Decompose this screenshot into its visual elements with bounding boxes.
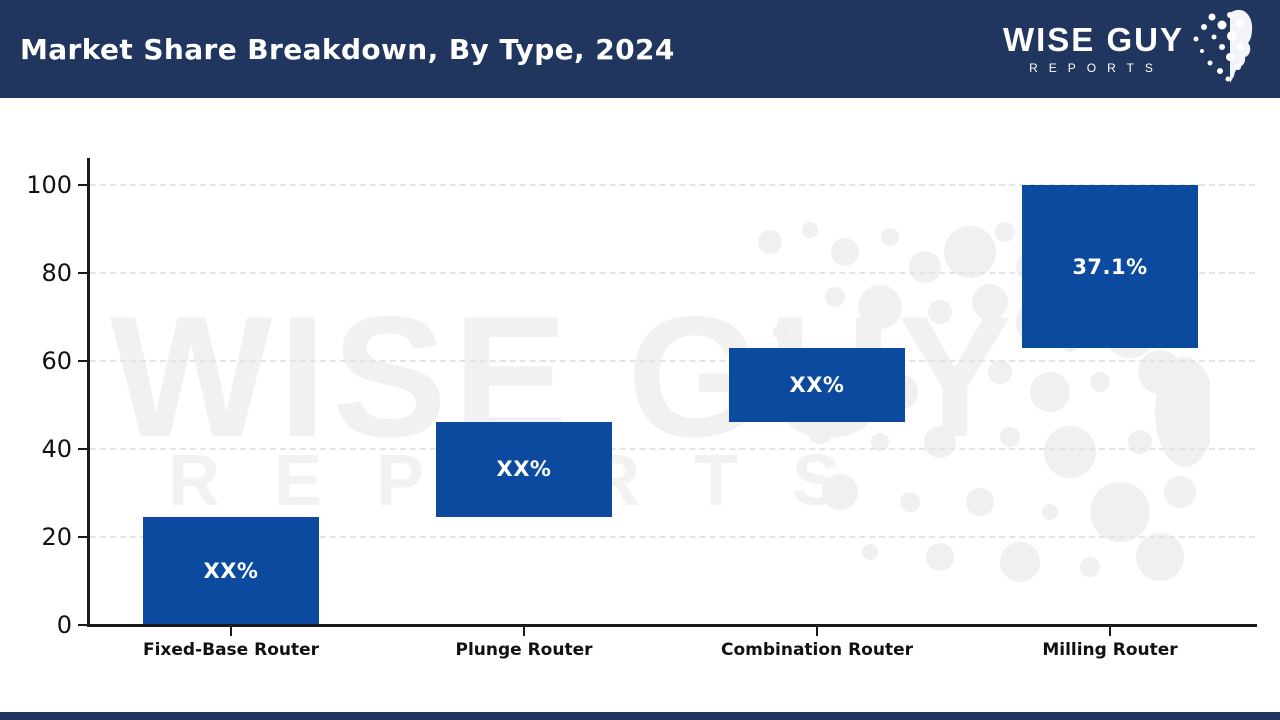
y-tick-label: 20 [41,523,72,551]
y-tick-mark [78,536,88,538]
x-tick-mark [816,627,818,636]
gridline [90,360,1255,362]
y-tick-mark [78,624,88,626]
gridline [90,536,1255,538]
logo-text: WISE GUY REPORTS [1003,23,1184,75]
y-tick-label: 60 [41,347,72,375]
bar-value-label: 37.1% [1072,254,1148,279]
x-category-label: Milling Router [1042,640,1178,660]
footer-bar [0,712,1280,720]
wise-guy-reports-logo: WISE GUY REPORTS [1003,9,1254,89]
gridline [90,448,1255,450]
bar-value-label: XX% [789,372,845,397]
x-tick-mark [523,627,525,636]
bar: XX% [436,421,612,517]
y-tick-mark [78,272,88,274]
gridline [90,272,1255,274]
x-category-label: Plunge Router [455,640,593,660]
y-tick-mark [78,184,88,186]
gridline [90,184,1255,186]
x-category-label: Fixed-Base Router [142,640,320,660]
bar: XX% [729,348,905,422]
bar-value-label: XX% [496,457,552,482]
x-tick-mark [230,627,232,636]
y-tick-mark [78,448,88,450]
dotted-head-logo-icon [1188,9,1254,89]
page-title: Market Share Breakdown, By Type, 2024 [20,32,675,66]
bar: XX% [143,516,319,625]
bar-value-label: XX% [203,558,259,583]
y-tick-label: 40 [41,435,72,463]
y-tick-label: 100 [26,171,72,199]
x-category-label: Combination Router [720,640,913,660]
logo-subtitle: REPORTS [1029,61,1164,75]
x-axis-line [87,624,1257,627]
y-axis-line [87,158,90,627]
header-bar: Market Share Breakdown, By Type, 2024 WI… [0,0,1280,98]
y-tick-label: 0 [56,611,72,639]
y-tick-mark [78,360,88,362]
y-tick-label: 80 [41,259,72,287]
x-tick-mark [1109,627,1111,636]
logo-wordmark: WISE GUY [1002,21,1184,58]
bar: 37.1% [1022,185,1198,349]
